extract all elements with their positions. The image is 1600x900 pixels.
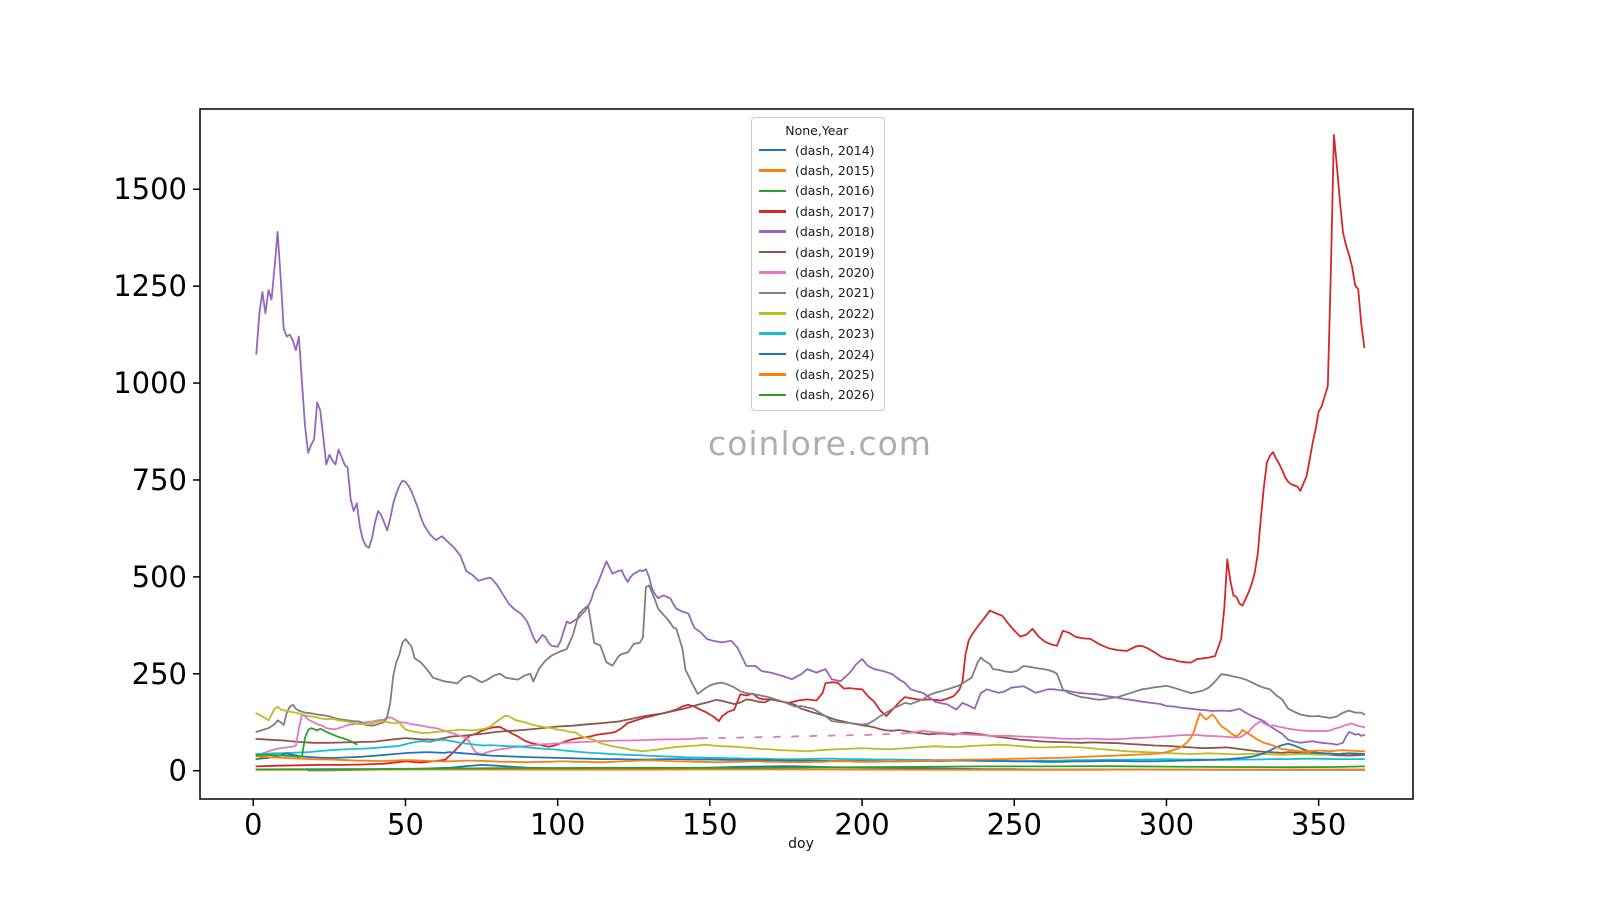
- legend-line-sample-2022: [759, 312, 786, 315]
- x-tick-label: 250: [987, 808, 1042, 842]
- y-tick-label: 1500: [113, 172, 187, 206]
- legend-line-sample-2025: [759, 373, 786, 376]
- x-tick-label: 200: [834, 808, 889, 842]
- x-axis-label: doy: [788, 836, 814, 852]
- legend-line-sample-2016: [759, 189, 786, 193]
- series-line-2024: [255, 742, 1366, 763]
- legend-entry-label: (dash, 2015): [795, 163, 875, 179]
- y-tick-label: 250: [132, 657, 187, 691]
- y-tick-label: 1000: [113, 366, 187, 400]
- legend-entry: (dash, 2020): [759, 262, 875, 282]
- series-line-2018: [255, 231, 1366, 746]
- legend-entry: (dash, 2017): [759, 201, 875, 221]
- legend: None,Year (dash, 2014) (dash, 2015) (dash,…: [751, 117, 885, 412]
- legend-entry: (dash, 2026): [759, 385, 875, 405]
- series-line-2016: [255, 765, 1366, 771]
- legend-entry-label: (dash, 2018): [795, 224, 875, 240]
- legend-line-sample-2015: [759, 169, 786, 172]
- legend-entry: (dash, 2025): [759, 364, 875, 384]
- legend-entry-label: (dash, 2024): [795, 346, 875, 362]
- series-line-2025: [255, 712, 1366, 764]
- legend-entry: (dash, 2016): [759, 181, 875, 201]
- plot-border: [199, 108, 1414, 800]
- legend-line-sample-2018: [759, 230, 786, 234]
- legend-entry-label: (dash, 2026): [795, 387, 875, 403]
- legend-line-sample-2020: [759, 271, 786, 274]
- legend-entry-label: (dash, 2014): [795, 142, 875, 158]
- series-line-2026: [255, 727, 358, 758]
- legend-line-sample-2017: [759, 210, 786, 213]
- legend-line-sample-2024: [759, 352, 786, 356]
- legend-line-sample-2021: [759, 291, 786, 295]
- legend-entry: (dash, 2022): [759, 303, 875, 323]
- x-tick-label: 50: [387, 808, 424, 842]
- watermark: coinlore.com: [708, 424, 932, 463]
- legend-entry: (dash, 2019): [759, 242, 875, 262]
- legend-entry-label: (dash, 2019): [795, 244, 875, 260]
- y-tick-label: 750: [132, 463, 187, 497]
- series-line-2023: [255, 738, 1366, 762]
- legend-entry-label: (dash, 2021): [795, 285, 875, 301]
- x-tick-label: 300: [1139, 808, 1194, 842]
- legend-line-sample-2014: [759, 148, 786, 152]
- series-line-2022: [255, 705, 1366, 756]
- legend-entry: (dash, 2024): [759, 344, 875, 364]
- legend-line-sample-2019: [759, 250, 786, 254]
- legend-entry-label: (dash, 2025): [795, 366, 875, 382]
- series-line-2017: [255, 134, 1366, 768]
- x-tick-label: 100: [530, 808, 585, 842]
- x-tick-label: 150: [682, 808, 737, 842]
- legend-entry: (dash, 2023): [759, 324, 875, 344]
- legend-entry-label: (dash, 2016): [795, 183, 875, 199]
- y-tick-label: 0: [169, 754, 187, 788]
- series-line-2015: [255, 768, 1366, 771]
- legend-entry-label: (dash, 2020): [795, 265, 875, 281]
- legend-entry: (dash, 2014): [759, 140, 875, 160]
- x-tick-label: 0: [244, 808, 262, 842]
- legend-line-sample-2026: [759, 393, 786, 397]
- series-line-2020: [255, 713, 1366, 756]
- legend-entry: (dash, 2015): [759, 160, 875, 180]
- legend-entry-label: (dash, 2023): [795, 326, 875, 342]
- legend-entry-label: (dash, 2022): [795, 305, 875, 321]
- series-line-2021: [255, 584, 1366, 733]
- y-tick-label: 500: [132, 560, 187, 594]
- x-tick-label: 350: [1291, 808, 1346, 842]
- y-tick-label: 1250: [113, 269, 187, 303]
- legend-title: None,Year: [785, 123, 849, 138]
- legend-entry-label: (dash, 2017): [795, 203, 875, 219]
- legend-line-sample-2023: [759, 332, 786, 335]
- legend-entry: (dash, 2018): [759, 222, 875, 242]
- legend-entry: (dash, 2021): [759, 283, 875, 303]
- legend-entries: (dash, 2014) (dash, 2015) (dash, 2016) (das…: [759, 140, 875, 405]
